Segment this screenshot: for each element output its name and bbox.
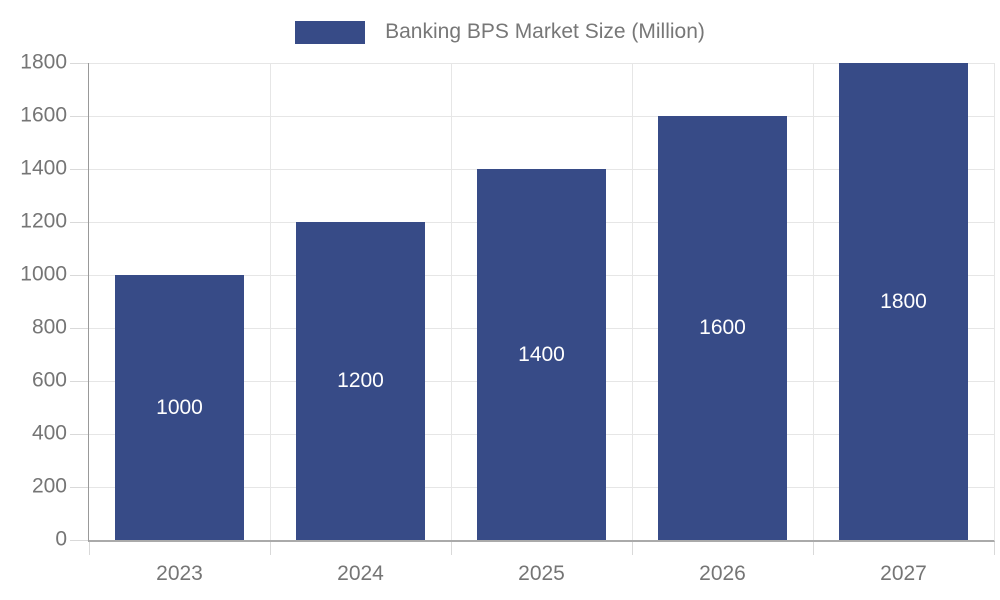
x-axis-tick xyxy=(451,542,452,555)
legend-swatch xyxy=(295,20,366,44)
y-axis-tick-label: 1200 xyxy=(20,209,67,233)
x-axis-label-2027: 2027 xyxy=(880,562,927,585)
x-axis-label-2026: 2026 xyxy=(699,562,746,585)
y-axis-tick xyxy=(70,222,88,223)
h-gridline xyxy=(89,63,994,64)
x-axis-tick xyxy=(632,542,633,555)
bar-2025[interactable]: 1400 xyxy=(477,169,606,540)
v-gridline xyxy=(813,63,814,540)
bar-value-label: 1600 xyxy=(699,316,746,339)
x-axis-tick xyxy=(270,542,271,555)
x-axis-tick xyxy=(994,542,995,555)
y-axis-tick-label: 1800 xyxy=(20,50,67,74)
x-axis-tick xyxy=(89,542,90,555)
h-gridline xyxy=(89,116,994,117)
bar-value-label: 1800 xyxy=(880,289,927,313)
x-axis-label-2024: 2024 xyxy=(337,562,384,585)
y-axis-tick-label: 1400 xyxy=(20,156,67,180)
y-axis-tick xyxy=(70,275,88,276)
y-axis-tick xyxy=(70,63,88,64)
bar-value-label: 1000 xyxy=(156,395,203,419)
bar-2023[interactable]: 1000 xyxy=(115,275,244,540)
y-axis-tick-label: 600 xyxy=(31,368,67,392)
y-axis-tick-label: 400 xyxy=(31,421,67,445)
y-axis-tick xyxy=(70,540,88,541)
legend-label: Banking BPS Market Size (Million) xyxy=(385,20,705,43)
v-gridline xyxy=(270,63,271,540)
bar-value-label: 1200 xyxy=(337,369,384,392)
y-axis-tick xyxy=(70,328,88,329)
y-axis-tick xyxy=(70,169,88,170)
y-axis-tick xyxy=(70,434,88,435)
v-gridline xyxy=(451,63,452,540)
y-axis-tick-label: 800 xyxy=(31,315,67,339)
legend-item[interactable]: Banking BPS Market Size (Million) xyxy=(295,20,705,44)
y-axis-tick xyxy=(70,116,88,117)
y-axis-tick-label: 1000 xyxy=(20,262,67,286)
plot-area: 0 200 400 600 800 1000 1200 1400 1600 1800 1000 202… xyxy=(20,51,995,585)
v-gridline xyxy=(632,63,633,540)
legend: Banking BPS Market Size (Million) xyxy=(0,20,1000,44)
bar-2024[interactable]: 1200 xyxy=(296,222,425,540)
bar-value-label: 1400 xyxy=(518,342,565,366)
x-axis-label-2023: 2023 xyxy=(156,562,203,585)
bar-2026[interactable]: 1600 xyxy=(658,116,787,540)
x-axis-label-2025: 2025 xyxy=(518,562,565,585)
y-axis-tick-label: 1600 xyxy=(20,103,67,127)
y-axis-tick xyxy=(70,381,88,382)
y-axis-tick xyxy=(70,487,88,488)
x-axis-tick xyxy=(813,542,814,555)
y-axis-tick-label: 200 xyxy=(31,474,67,498)
y-axis-tick-label: 0 xyxy=(55,527,67,551)
bar-2027[interactable]: 1800 xyxy=(839,63,968,540)
